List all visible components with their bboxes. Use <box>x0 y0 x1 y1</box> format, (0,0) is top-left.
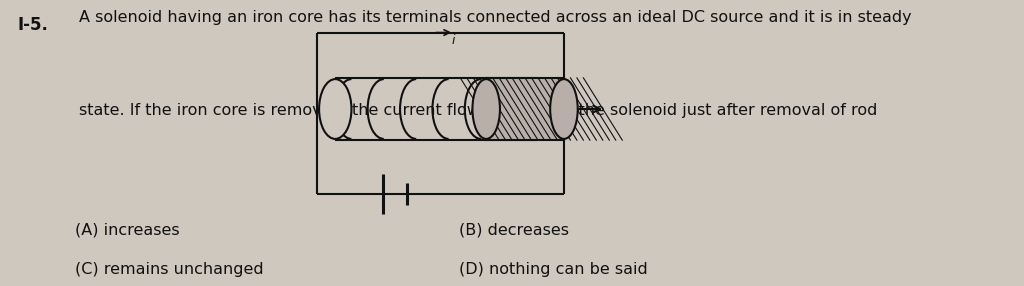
Ellipse shape <box>472 79 500 139</box>
Ellipse shape <box>319 79 351 139</box>
Text: A solenoid having an iron core has its terminals connected across an ideal DC so: A solenoid having an iron core has its t… <box>79 10 911 25</box>
Bar <box>486 78 564 140</box>
Text: state. If the iron core is removed, the current flowing through the solenoid jus: state. If the iron core is removed, the … <box>79 103 878 118</box>
Text: (A) increases: (A) increases <box>75 222 179 237</box>
Text: (D) nothing can be said: (D) nothing can be said <box>459 262 647 277</box>
Bar <box>486 78 564 140</box>
Text: (B) decreases: (B) decreases <box>459 222 568 237</box>
Text: I-5.: I-5. <box>17 15 49 33</box>
Ellipse shape <box>550 79 578 139</box>
Text: i: i <box>452 34 455 47</box>
Text: (C) remains unchanged: (C) remains unchanged <box>75 262 263 277</box>
